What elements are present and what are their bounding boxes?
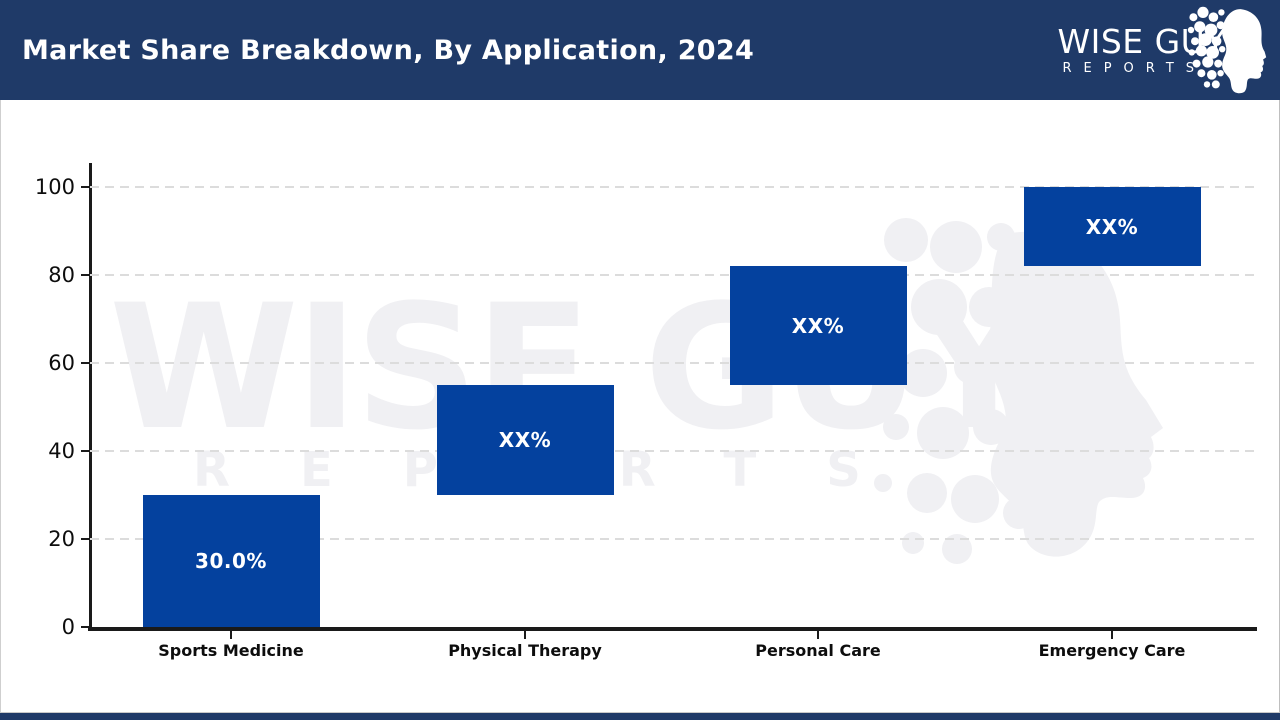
brand-subname: REPORTS (1062, 61, 1207, 76)
y-tick-label: 20 (48, 527, 75, 551)
y-tick (81, 538, 89, 540)
head-profile-icon (1187, 6, 1267, 94)
x-category-label: Personal Care (755, 641, 881, 660)
bar-segment: XX% (436, 385, 614, 495)
x-category-label: Sports Medicine (158, 641, 304, 660)
gridline-y-80 (90, 274, 1256, 276)
y-axis-line (89, 163, 92, 629)
x-axis-line (88, 627, 1257, 631)
y-tick-label: 60 (48, 351, 75, 375)
brand-logo: WISE GUY REPORTS (1057, 0, 1270, 100)
y-tick (81, 450, 89, 452)
x-category-label: Emergency Care (1038, 641, 1186, 660)
gridline-y-60 (90, 362, 1256, 364)
x-tick (524, 631, 526, 639)
bar-segment: 30.0% (142, 495, 320, 627)
y-tick-label: 80 (48, 263, 75, 287)
y-tick (81, 186, 89, 188)
y-tick (81, 362, 89, 364)
bar-value-label: XX% (791, 313, 845, 338)
bar-value-label: XX% (1085, 214, 1139, 239)
x-tick (1111, 631, 1113, 639)
footer-bar (0, 713, 1280, 720)
gridline-y-100 (90, 186, 1256, 188)
bar-segment: XX% (1023, 187, 1201, 267)
y-tick-label: 0 (61, 615, 75, 639)
y-tick-label: 100 (34, 175, 75, 199)
brand-logo-text: WISE GUY REPORTS (1057, 25, 1226, 75)
bar-value-label: 30.0% (195, 549, 267, 573)
x-category-label: Physical Therapy (448, 641, 602, 660)
bar-segment: XX% (729, 266, 907, 385)
brand-name: WISE GUY (1057, 22, 1226, 61)
y-tick (81, 274, 89, 276)
x-tick (817, 631, 819, 639)
y-tick-label: 40 (48, 439, 75, 463)
bar-value-label: XX% (498, 428, 552, 452)
x-tick (230, 631, 232, 639)
gridline-y-40 (90, 450, 1256, 452)
gridline-y-20 (90, 538, 1256, 540)
header: Market Share Breakdown, By Application, … (0, 0, 1280, 100)
plot-region: 0 20 40 60 80 100 30.0% Sports Medicine XX% Physi… (1, 100, 1279, 712)
page-title: Market Share Breakdown, By Application, … (22, 34, 755, 66)
y-tick (81, 626, 89, 628)
